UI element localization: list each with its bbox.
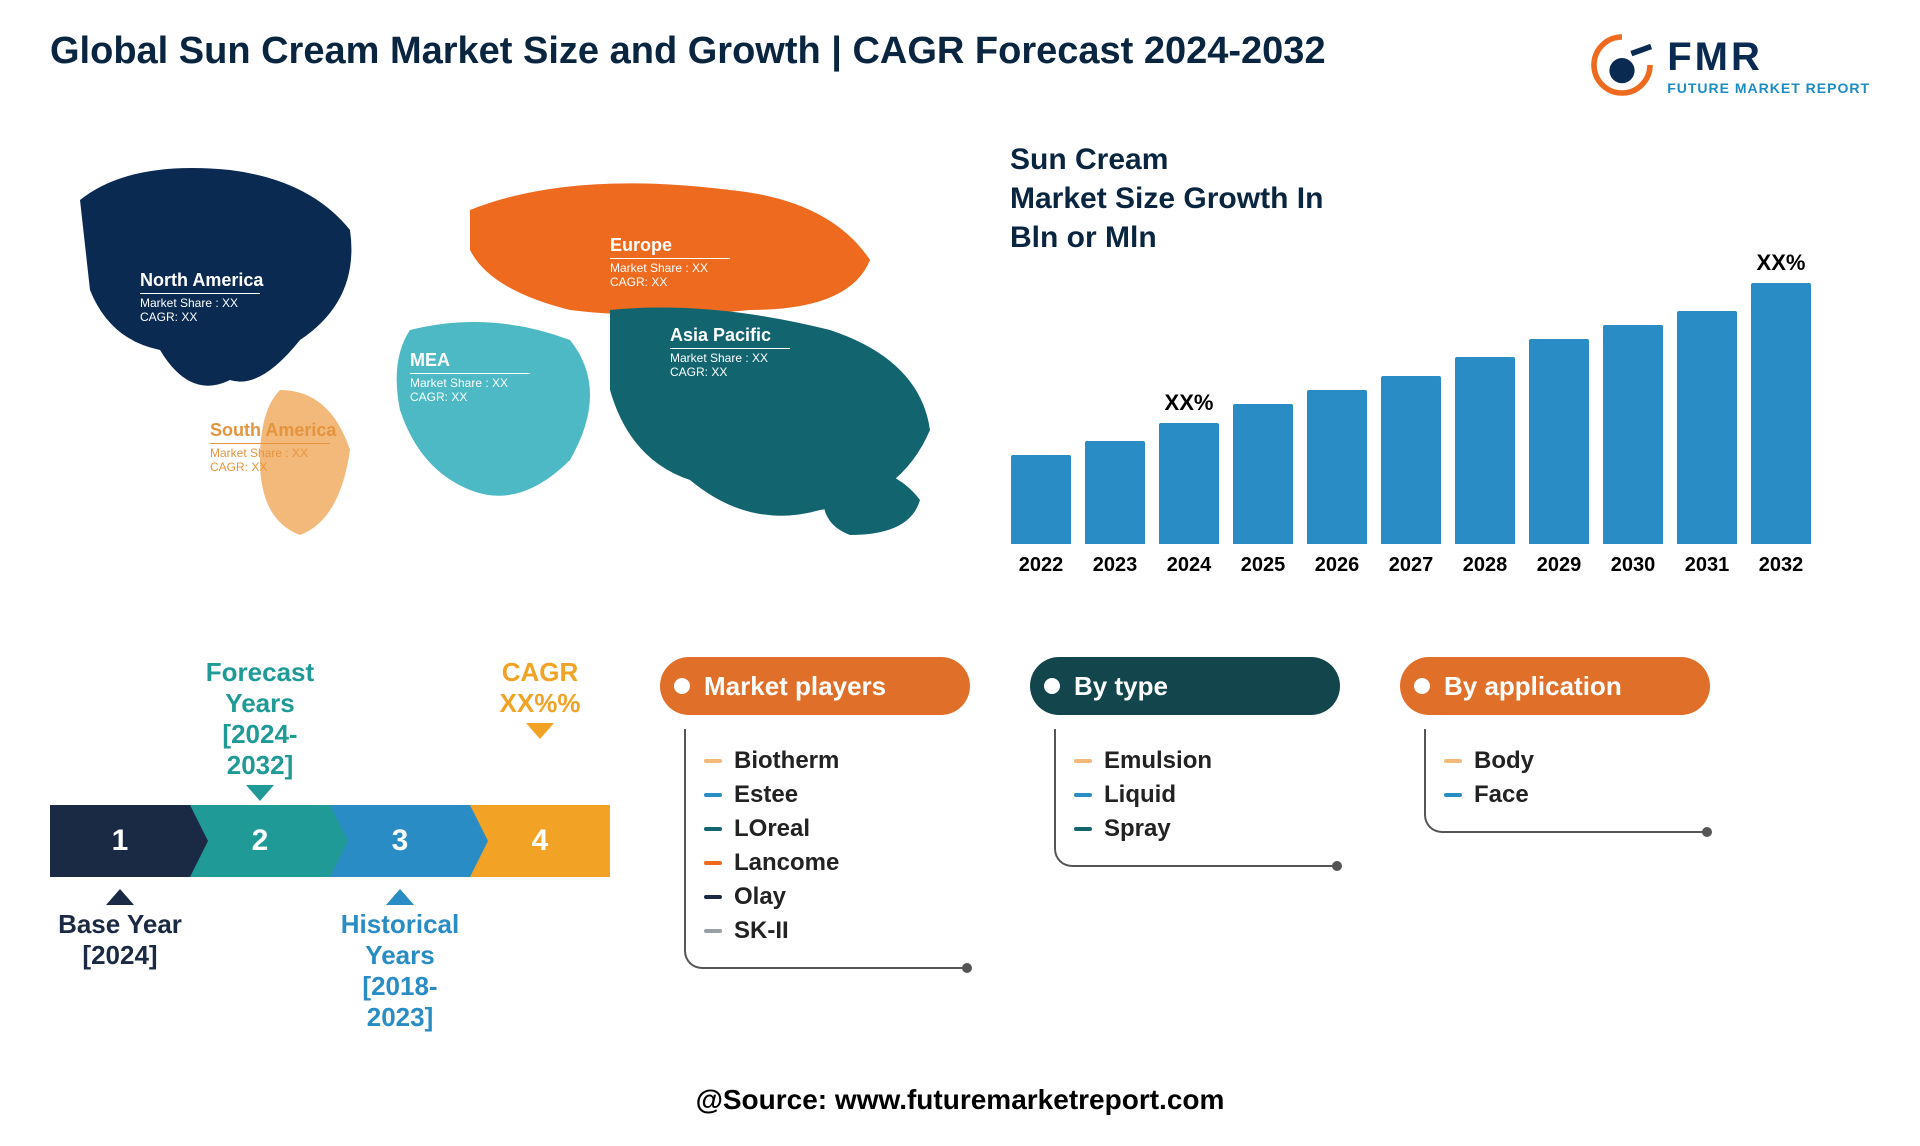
chart-title: Sun CreamMarket Size Growth InBln or Mln <box>1010 140 1870 257</box>
bar-2029: 2029 <box>1528 339 1590 577</box>
section-1: By type Emulsion Liquid Spray <box>1030 657 1340 969</box>
page-title: Global Sun Cream Market Size and Growth … <box>50 30 1326 73</box>
list-item: Emulsion <box>1074 747 1340 775</box>
timeline-seg-1: 1 <box>50 805 190 877</box>
map-svg <box>50 140 970 540</box>
timeline-bot-3: Historical Years[2018-2023] <box>330 885 470 1033</box>
region-label-sa: South AmericaMarket Share : XXCAGR: XX <box>210 420 336 474</box>
region-ap-aus <box>823 468 920 535</box>
region-label-na: North AmericaMarket Share : XXCAGR: XX <box>140 270 263 324</box>
bar-2030: 2030 <box>1602 325 1664 577</box>
timeline-seg-2: 2 <box>190 805 330 877</box>
region-label-eu: EuropeMarket Share : XXCAGR: XX <box>610 235 730 289</box>
list-item: Estee <box>704 781 970 809</box>
growth-bar-chart: Sun CreamMarket Size Growth InBln or Mln… <box>1010 140 1870 577</box>
region-label-mea: MEAMarket Share : XXCAGR: XX <box>410 350 530 404</box>
bar-2028: 2028 <box>1454 357 1516 577</box>
list-item: Body <box>1444 747 1710 775</box>
section-2: By application Body Face <box>1400 657 1710 969</box>
list-item: Face <box>1444 781 1710 809</box>
region-mea <box>397 322 590 496</box>
timeline-bot-1: Base Year[2024] <box>50 885 190 1033</box>
list-item: Lancome <box>704 849 970 877</box>
bar-2027: 2027 <box>1380 376 1442 577</box>
timeline-seg-3: 3 <box>330 805 470 877</box>
fmr-logo: FMR FUTURE MARKET REPORT <box>1587 30 1870 100</box>
bar-2023: 2023 <box>1084 441 1146 577</box>
bar-2024: XX%2024 <box>1158 423 1220 577</box>
source-attribution: @Source: www.futuremarketreport.com <box>0 1084 1920 1116</box>
logo-icon <box>1587 30 1657 100</box>
section-pill: By application <box>1400 657 1710 715</box>
list-item: SK-II <box>704 917 970 945</box>
list-item: Biotherm <box>704 747 970 775</box>
bar-2025: 2025 <box>1232 404 1294 577</box>
list-item: Olay <box>704 883 970 911</box>
world-map: North AmericaMarket Share : XXCAGR: XX So… <box>50 140 970 540</box>
timeline-top-2: Forecast Years[2024-2032] <box>190 657 330 805</box>
section-0: Market players Biotherm Estee LOreal Lancome… <box>660 657 970 969</box>
bar-2031: 2031 <box>1676 311 1738 577</box>
section-pill: Market players <box>660 657 970 715</box>
bar-2026: 2026 <box>1306 390 1368 577</box>
list-item: Liquid <box>1074 781 1340 809</box>
logo-fmr-text: FMR <box>1667 35 1870 80</box>
bar-2022: 2022 <box>1010 455 1072 577</box>
list-item: Spray <box>1074 815 1340 843</box>
timeline-seg-4: 4 <box>470 805 610 877</box>
region-label-ap: Asia PacificMarket Share : XXCAGR: XX <box>670 325 790 379</box>
bar-2032: XX%2032 <box>1750 283 1812 577</box>
logo-subtitle: FUTURE MARKET REPORT <box>1667 80 1870 96</box>
section-pill: By type <box>1030 657 1340 715</box>
timeline: Forecast Years[2024-2032] CAGRXX%% 1234 B… <box>50 657 610 1033</box>
list-item: LOreal <box>704 815 970 843</box>
timeline-top-4: CAGRXX%% <box>470 657 610 805</box>
